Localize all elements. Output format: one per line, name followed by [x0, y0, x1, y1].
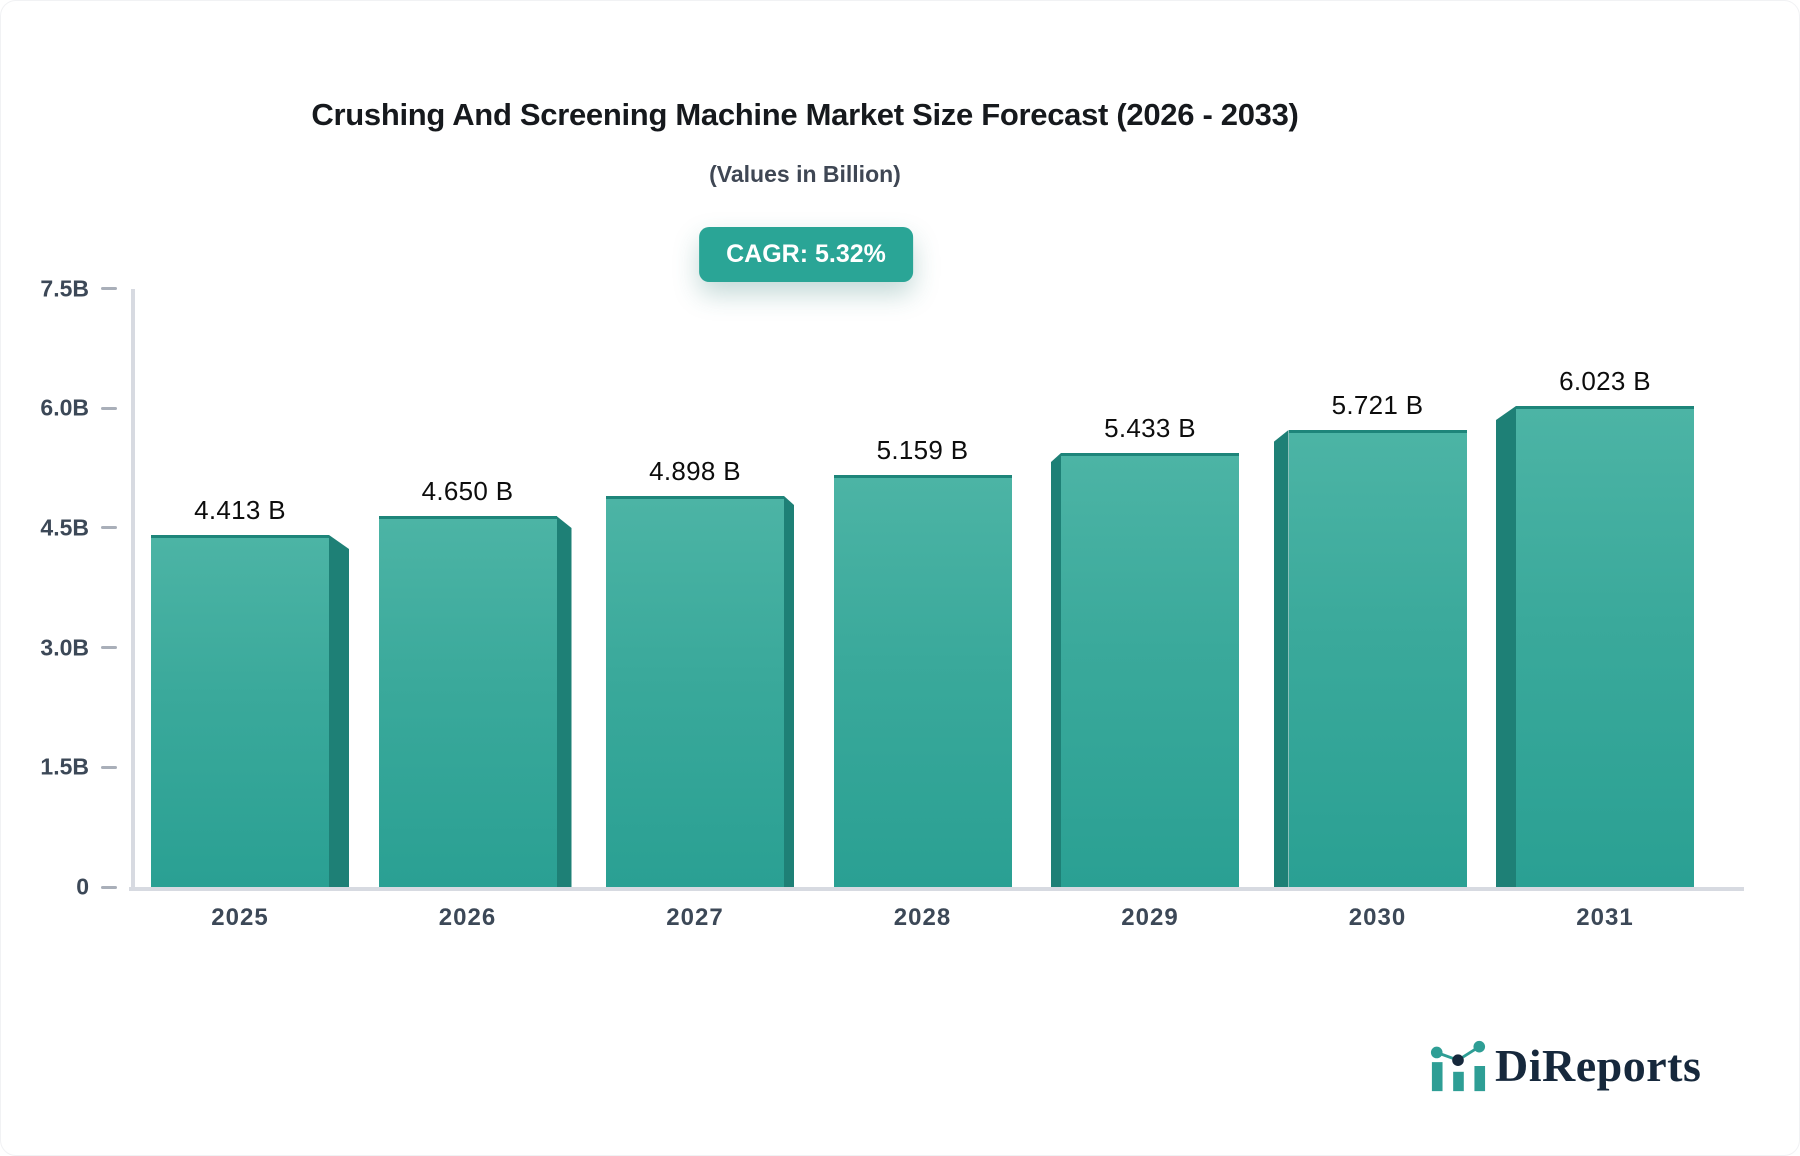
- bar-2027: [606, 496, 784, 887]
- bar-value-label-2029: 5.433 B: [1104, 413, 1196, 443]
- bar-3d-side-2026: [556, 516, 572, 887]
- bar-value-label-2030: 5.721 B: [1331, 390, 1424, 420]
- bar-2028: [833, 475, 1012, 887]
- x-axis-line: [129, 887, 1744, 891]
- y-tick-dash: [101, 765, 117, 769]
- chart-subtitle: (Values in Billion): [709, 161, 901, 187]
- bar-3d-side-2029: [1051, 453, 1061, 887]
- y-tick-label-3.0B: 3.0B: [40, 634, 89, 661]
- y-tick-dash: [101, 646, 117, 650]
- bar-value-label-2028: 5.159 B: [876, 435, 969, 465]
- y-tick-dash: [101, 885, 117, 889]
- cagr-badge: CAGR: 5.32%: [699, 227, 913, 282]
- x-tick-label-2030: 2030: [1348, 904, 1407, 931]
- y-tick-label-1.5B: 1.5B: [40, 753, 89, 780]
- bar-3d-side-2027: [784, 496, 794, 887]
- y-tick-dash: [101, 287, 117, 290]
- x-tick-label-2025: 2025: [211, 904, 269, 931]
- bar-value-label-2027: 4.898 B: [649, 456, 741, 486]
- logo-text: DiReports: [1495, 1040, 1702, 1091]
- bar-2026: [378, 516, 557, 887]
- x-tick-label-2027: 2027: [666, 904, 724, 931]
- x-tick-label-2029: 2029: [1121, 904, 1179, 931]
- y-tick-label-0: 0: [76, 873, 89, 900]
- y-tick-label-4.5B: 4.5B: [40, 514, 89, 541]
- bar-3d-side-2031: [1496, 406, 1516, 887]
- x-tick-label-2031: 2031: [1576, 904, 1634, 931]
- bar-3d-side-2025: [329, 535, 349, 887]
- bar-2025: [151, 535, 329, 887]
- logo: DiReports: [1429, 1037, 1701, 1095]
- x-tick-label-2026: 2026: [438, 904, 497, 931]
- bar-2030: [1288, 430, 1467, 887]
- x-tick-label-2028: 2028: [893, 904, 952, 931]
- y-axis-line: [131, 289, 135, 889]
- y-tick-label-7.5B: 7.5B: [40, 275, 89, 301]
- y-tick-label-6.0B: 6.0B: [40, 394, 89, 421]
- bar-2029: [1061, 453, 1239, 887]
- bar-value-label-2025: 4.413 B: [194, 495, 286, 525]
- y-tick-dash: [101, 406, 117, 410]
- bar-3d-side-2030: [1273, 430, 1289, 887]
- y-tick-dash: [101, 526, 117, 530]
- chart-title: Crushing And Screening Machine Market Si…: [311, 97, 1299, 132]
- bar-chart-logo-icon: [1430, 1040, 1486, 1092]
- bar-value-label-2026: 4.650 B: [421, 476, 514, 506]
- bar-2031: [1516, 406, 1694, 887]
- bar-value-label-2031: 6.023 B: [1559, 366, 1651, 396]
